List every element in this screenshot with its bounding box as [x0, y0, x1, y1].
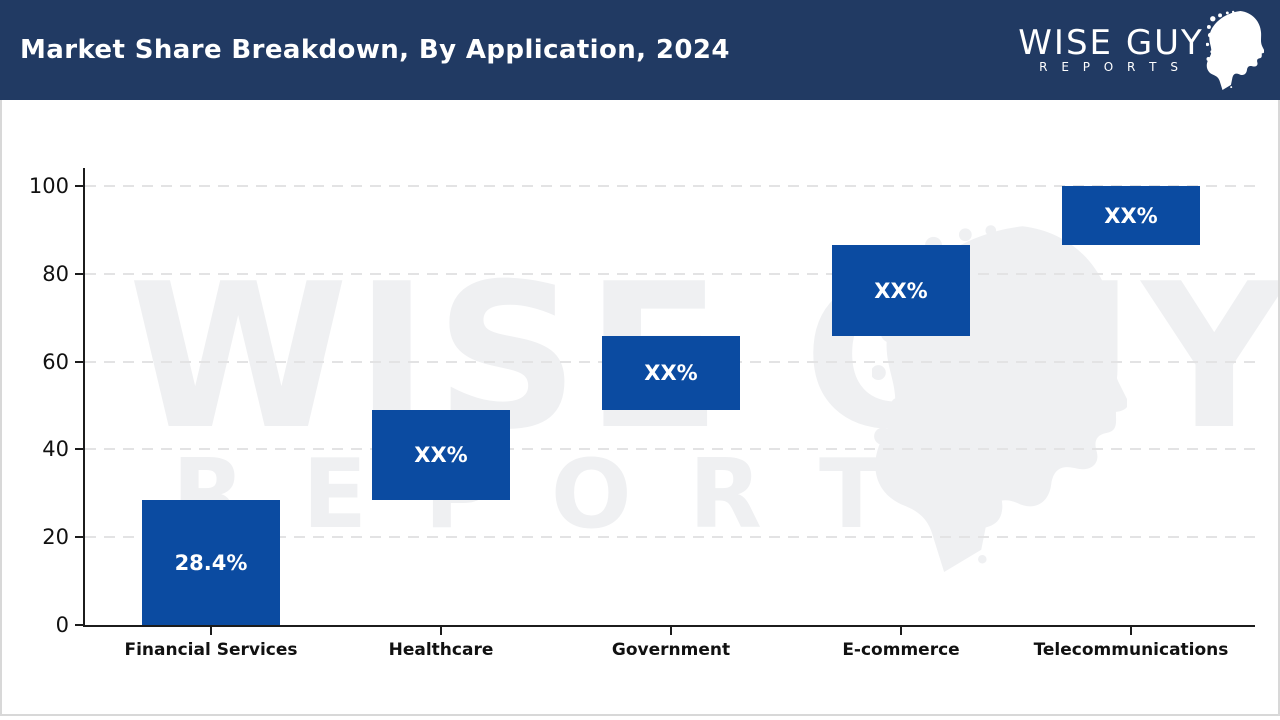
- x-tick-mark-2: [670, 627, 672, 635]
- page-title: Market Share Breakdown, By Application, …: [20, 35, 730, 65]
- x-category-label-2: Government: [611, 640, 731, 660]
- logo-text: WISE GUY R E P O R T S: [1018, 22, 1204, 75]
- header: Market Share Breakdown, By Application, …: [0, 0, 1280, 100]
- y-axis: [83, 168, 85, 627]
- bar-4: [1062, 186, 1200, 246]
- gridline-100: [85, 185, 1255, 187]
- x-tick-mark-0: [210, 627, 212, 635]
- y-tick-label-100: 100: [28, 174, 69, 198]
- y-tick-label-80: 80: [42, 261, 69, 286]
- page-border-right: [1278, 100, 1280, 716]
- gridline-20: [85, 536, 1255, 539]
- page-border-left: [0, 100, 2, 716]
- page-border-bottom: [0, 714, 1280, 716]
- x-tick-mark-1: [440, 627, 442, 635]
- y-tick-label-40: 40: [42, 437, 69, 462]
- bar-2: [602, 336, 740, 410]
- bar-value-label-2: XX%: [644, 361, 698, 385]
- bar-value-label-4: XX%: [1104, 203, 1158, 228]
- bar-3: [832, 245, 970, 337]
- wiseguy-logo: WISE GUY R E P O R T S: [1018, 10, 1280, 90]
- logo-wordmark: WISE GUY: [1018, 22, 1204, 63]
- x-category-label-0: Financial Services: [124, 640, 298, 660]
- logo-subtext: R E P O R T S: [1039, 60, 1183, 75]
- y-tick-mark-80: [75, 272, 83, 275]
- y-tick-mark-100: [75, 185, 83, 187]
- logo-face-icon: [1205, 10, 1264, 90]
- bar-0: [142, 500, 280, 625]
- gridline-80: [85, 272, 1255, 275]
- x-tick-mark-4: [1130, 627, 1132, 635]
- x-category-label-4: Telecommunications: [1033, 640, 1229, 660]
- bar-value-label-1: XX%: [414, 443, 468, 468]
- y-tick-mark-20: [75, 536, 83, 539]
- y-tick-mark-40: [75, 448, 83, 451]
- y-tick-label-0: 0: [55, 613, 69, 637]
- x-tick-mark-3: [900, 627, 902, 635]
- x-axis: [83, 625, 1255, 627]
- bar-1: [372, 409, 510, 501]
- y-tick-mark-0: [75, 624, 83, 626]
- watermark-subtext: R E P O R T S: [172, 440, 1022, 550]
- x-category-label-3: E-commerce: [842, 640, 960, 660]
- y-tick-label-20: 20: [42, 525, 69, 550]
- y-tick-label-60: 60: [42, 349, 69, 374]
- y-tick-mark-60: [75, 360, 83, 363]
- x-category-label-1: Healthcare: [388, 640, 494, 660]
- bar-value-label-0: 28.4%: [174, 550, 248, 575]
- gridline-40: [85, 448, 1255, 451]
- bar-value-label-3: XX%: [874, 278, 928, 303]
